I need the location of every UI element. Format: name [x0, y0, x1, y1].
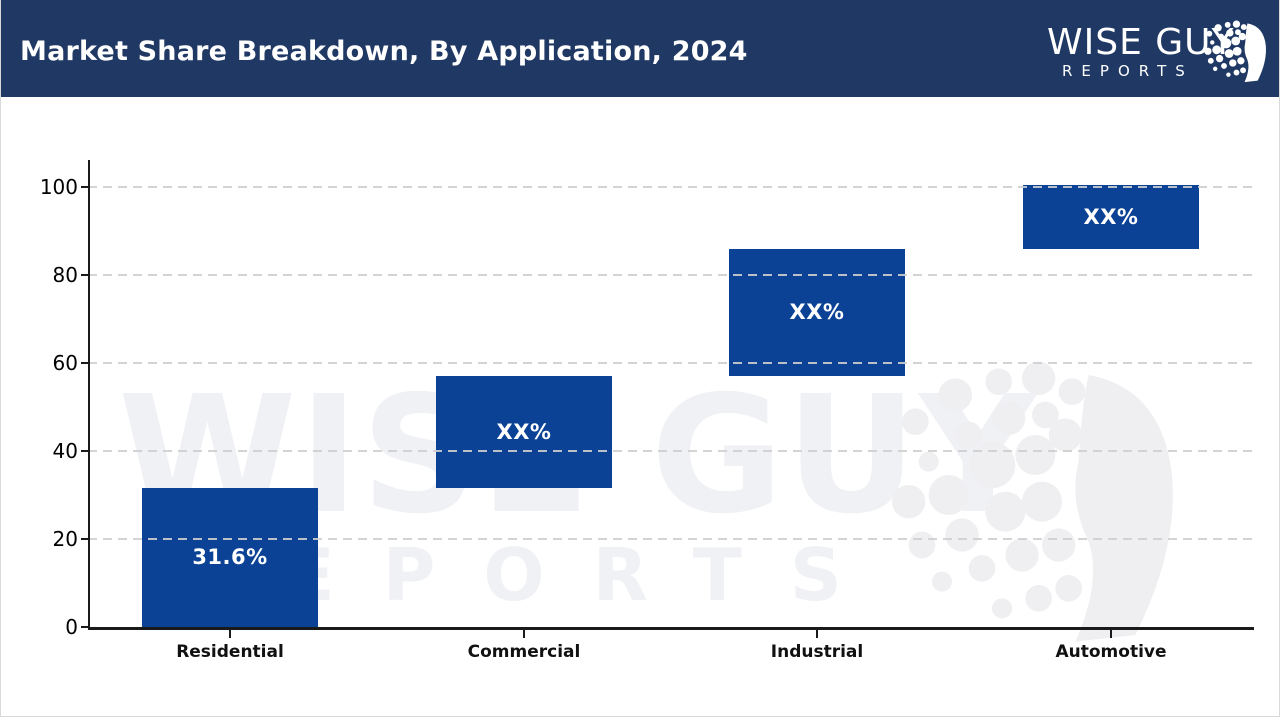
y-tick-label: 20: [52, 527, 78, 551]
y-tick-mark: [81, 450, 88, 452]
x-tick-mark: [523, 630, 525, 638]
x-category-label: Commercial: [467, 642, 581, 662]
bar-value-label: XX%: [496, 420, 552, 445]
bar-residential: 31.6%: [142, 487, 318, 627]
gridline-y80: [88, 274, 1254, 276]
y-tick-label: 40: [52, 439, 78, 463]
bar-automotive: XX%: [1023, 185, 1199, 249]
plot-area: WISE GUY REPORTS 31.6% XX% XX% XX% 0 20 40 60 8…: [0, 97, 1280, 720]
y-tick-mark: [81, 538, 88, 540]
y-tick-label: 0: [65, 615, 78, 639]
y-tick-mark: [81, 186, 88, 188]
chart-title: Market Share Breakdown, By Application, …: [20, 36, 748, 67]
gridline-y100: [88, 186, 1254, 188]
y-tick-label: 100: [39, 175, 78, 199]
y-tick-label: 80: [52, 263, 78, 287]
gridline-y40: [88, 450, 1254, 452]
x-tick-mark: [816, 630, 818, 638]
logo-tagline-text: REPORTS: [1062, 62, 1194, 80]
y-tick-mark: [81, 274, 88, 276]
y-axis-spine: [88, 160, 90, 627]
watermark-head-icon: [882, 319, 1182, 691]
bar-value-label: 31.6%: [192, 545, 268, 570]
x-category-label: Industrial: [770, 642, 864, 662]
y-tick-mark: [81, 362, 88, 364]
x-category-label: Residential: [176, 642, 284, 662]
bar-value-label: XX%: [1083, 204, 1139, 229]
x-category-label: Automotive: [1055, 642, 1167, 662]
gridline-y20: [88, 538, 1254, 540]
bar-value-label: XX%: [789, 300, 845, 325]
bar-commercial: XX%: [436, 376, 612, 488]
wise-guy-logo: WISE GUY REPORTS: [1007, 6, 1272, 92]
logo-head-icon: [1202, 12, 1268, 92]
bar-industrial: XX%: [729, 248, 905, 377]
x-axis-spine: [88, 627, 1254, 630]
x-tick-mark: [229, 630, 231, 638]
logo-name-text: WISE GUY: [1047, 22, 1235, 63]
x-tick-mark: [1110, 630, 1112, 638]
gridline-y60: [88, 362, 1254, 364]
header-banner: Market Share Breakdown, By Application, …: [0, 0, 1280, 97]
y-tick-mark: [81, 626, 88, 628]
y-tick-label: 60: [52, 351, 78, 375]
